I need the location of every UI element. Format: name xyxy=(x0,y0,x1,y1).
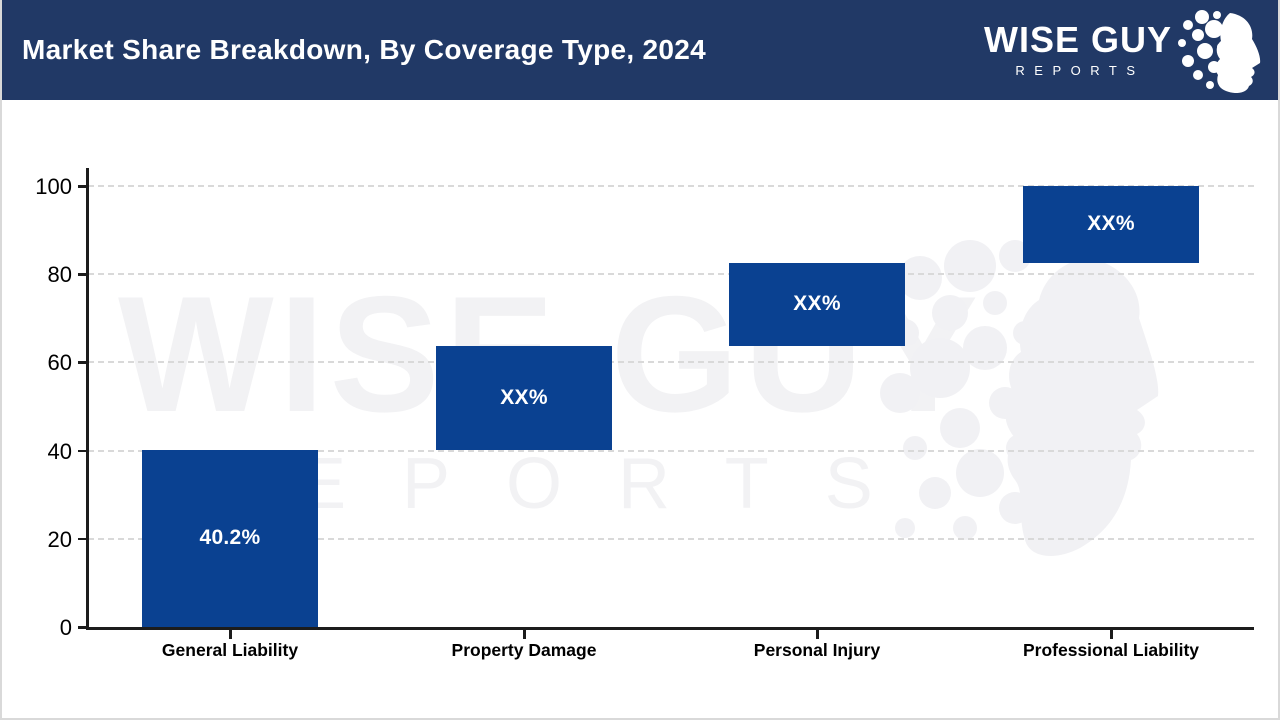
y-tick-label-60: 60 xyxy=(47,350,72,376)
bar-value-label-professional-liability: XX% xyxy=(1087,212,1135,236)
gridline-40 xyxy=(88,449,1254,452)
y-tick-label-80: 80 xyxy=(47,262,72,288)
gridline-60 xyxy=(88,361,1254,364)
bar-professional-liability: XX% xyxy=(1023,186,1199,263)
wise-guy-logo: WISE GUY REPORTS xyxy=(984,7,1262,93)
y-tick-label-100: 100 xyxy=(35,174,72,199)
y-tick-80 xyxy=(78,273,87,276)
y-tick-0 xyxy=(78,626,87,629)
x-tick-property-damage xyxy=(523,630,526,639)
y-tick-label-0: 0 xyxy=(59,615,72,640)
gridline-80 xyxy=(88,273,1254,276)
x-tick-professional-liability xyxy=(1110,630,1113,639)
y-axis-line xyxy=(86,168,89,630)
x-tick-general-liability xyxy=(229,630,232,639)
x-tick-personal-injury xyxy=(816,630,819,639)
y-tick-label-40: 40 xyxy=(47,438,72,464)
x-label-property-damage: Property Damage xyxy=(451,640,597,660)
bar-personal-injury: XX% xyxy=(729,262,905,347)
x-axis-line xyxy=(86,627,1254,630)
gridline-20 xyxy=(88,537,1254,540)
bar-value-label-general-liability: 40.2% xyxy=(199,526,261,550)
logo-wordmark-text: WISE GUY xyxy=(983,19,1172,60)
y-tick-60 xyxy=(78,361,87,364)
logo-subtitle-text: REPORTS xyxy=(1015,63,1145,78)
bar-value-label-personal-injury: XX% xyxy=(793,292,841,316)
y-tick-20 xyxy=(78,537,87,541)
bar-property-damage: XX% xyxy=(436,346,612,450)
x-label-general-liability: General Liability xyxy=(161,640,299,660)
x-label-professional-liability: Professional Liability xyxy=(1022,640,1200,660)
bar-value-label-property-damage: XX% xyxy=(500,385,548,409)
y-tick-40 xyxy=(78,449,87,453)
chart-title: Market Share Breakdown, By Coverage Type… xyxy=(22,34,707,65)
logo-wordmark: WISE GUY REPORTS xyxy=(983,19,1172,79)
gridline-100 xyxy=(88,185,1254,187)
y-tick-label-20: 20 xyxy=(47,526,72,552)
header: Market Share Breakdown, By Coverage Type… xyxy=(0,0,1280,100)
bar-general-liability: 40.2% xyxy=(142,449,318,627)
logo-head-icon xyxy=(1178,10,1261,93)
watermark-head-icon xyxy=(880,238,1159,556)
x-label-personal-injury: Personal Injury xyxy=(753,640,881,660)
y-tick-100 xyxy=(78,185,87,188)
